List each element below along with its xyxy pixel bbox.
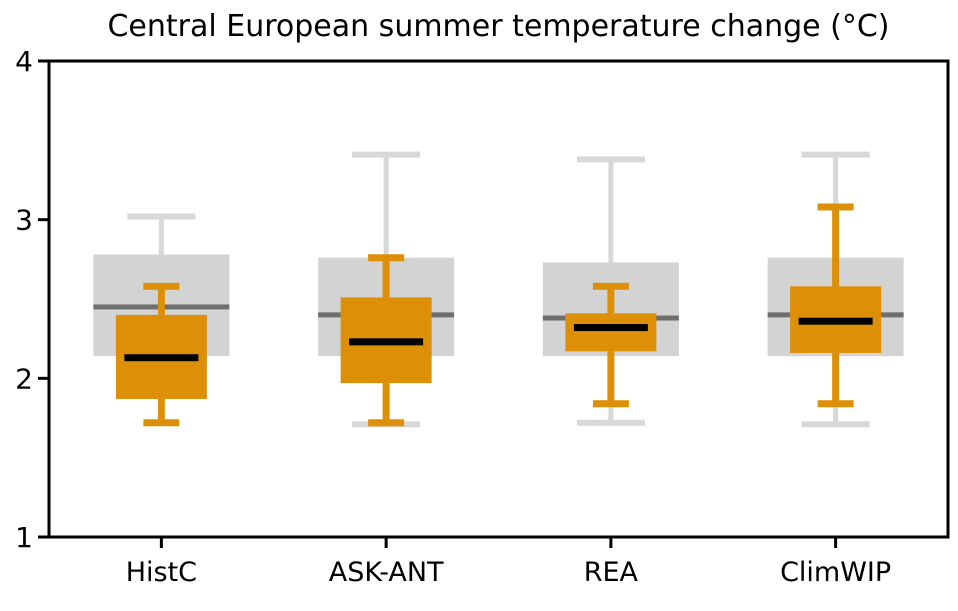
weighted-lower-whisker-ClimWIP (832, 352, 840, 404)
unweighted-upper-whisker-cap-ASK-ANT (352, 151, 421, 158)
weighted-box-REA (565, 313, 657, 352)
y-tick-label: 3 (15, 204, 33, 237)
weighted-upper-whisker-cap-HistC (143, 282, 180, 290)
weighted-lower-whisker-ASK-ANT (382, 383, 390, 423)
weighted-upper-whisker-cap-ASK-ANT (368, 254, 405, 262)
y-tick-label: 2 (15, 362, 33, 395)
weighted-upper-whisker-ClimWIP (832, 206, 840, 287)
unweighted-upper-whisker-REA (608, 159, 614, 263)
unweighted-upper-whisker-HistC (158, 216, 164, 255)
chart-title: Central European summer temperature chan… (107, 9, 890, 44)
weighted-median-line-REA (573, 324, 648, 332)
weighted-median-line-HistC (124, 354, 199, 362)
unweighted-lower-whisker-cap-ClimWIP (801, 421, 870, 428)
plot-area-border (47, 59, 950, 539)
weighted-upper-whisker-REA (607, 286, 615, 314)
weighted-upper-whisker-cap-REA (592, 282, 629, 290)
unweighted-upper-whisker-cap-ClimWIP (801, 151, 870, 158)
weighted-median-line-ASK-ANT (349, 338, 424, 346)
unweighted-upper-whisker-ASK-ANT (383, 154, 389, 258)
weighted-lower-whisker-cap-ClimWIP (817, 400, 854, 408)
weighted-upper-whisker-cap-ClimWIP (817, 203, 854, 211)
weighted-lower-whisker-REA (607, 351, 615, 404)
weighted-lower-whisker-cap-REA (592, 400, 629, 408)
x-tick-label-ClimWIP: ClimWIP (780, 557, 891, 588)
x-tick-label-REA: REA (584, 557, 639, 588)
y-tick-label: 1 (15, 521, 33, 554)
x-tick-label-ASK-ANT: ASK-ANT (329, 557, 444, 588)
weighted-upper-whisker-ASK-ANT (382, 257, 390, 298)
x-tick-label-HistC: HistC (126, 557, 197, 588)
unweighted-lower-whisker-cap-REA (576, 419, 645, 426)
weighted-upper-whisker-HistC (157, 286, 165, 315)
unweighted-upper-whisker-cap-HistC (127, 213, 196, 220)
weighted-lower-whisker-HistC (157, 398, 165, 423)
weighted-lower-whisker-cap-HistC (143, 419, 180, 427)
weighted-median-line-ClimWIP (798, 317, 873, 325)
unweighted-upper-whisker-cap-REA (576, 156, 645, 163)
weighted-lower-whisker-cap-ASK-ANT (368, 419, 405, 427)
y-tick-label: 4 (15, 45, 33, 78)
